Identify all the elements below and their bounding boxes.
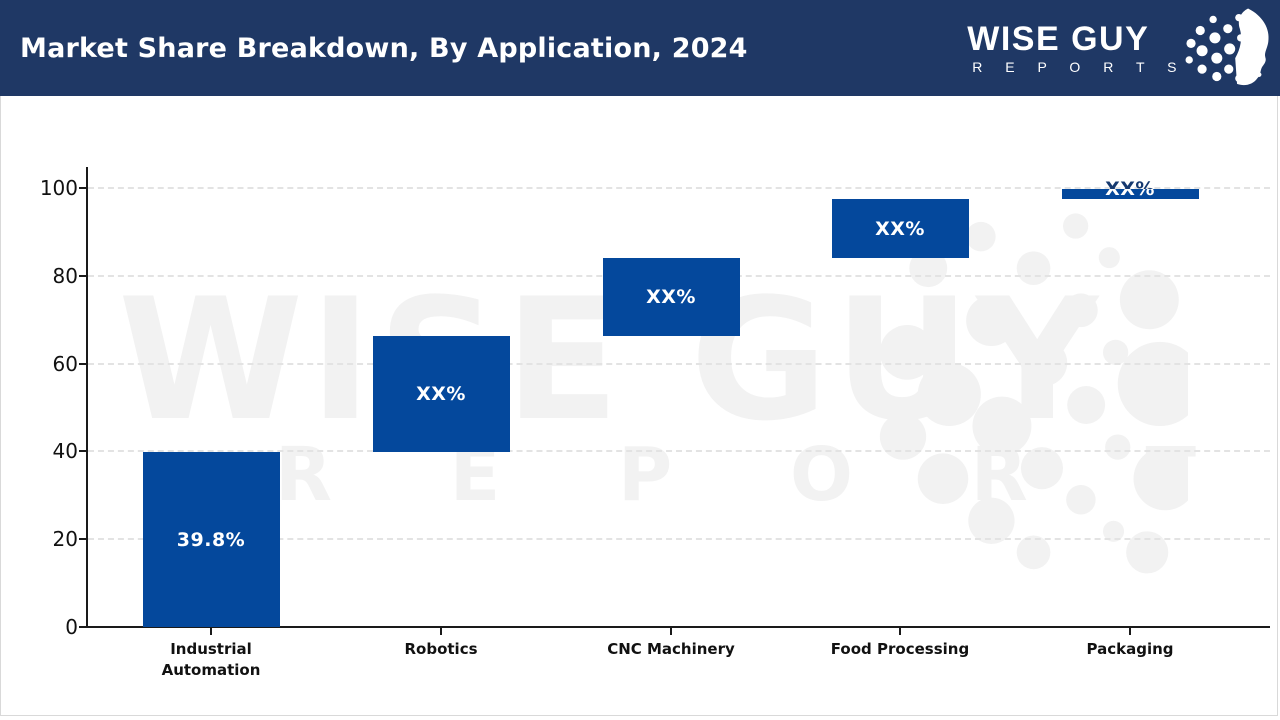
y-tick-label: 20 xyxy=(52,527,78,552)
brand-wordmark: WISE GUY R E P O R T S xyxy=(967,20,1186,76)
bar-value-label: XX% xyxy=(416,383,466,406)
y-tick-label: 60 xyxy=(52,351,78,376)
x-tick-label: CNC Machinery xyxy=(607,640,735,658)
y-tick xyxy=(79,538,87,541)
x-tick xyxy=(1129,628,1131,635)
bar-food-processing: XX% xyxy=(831,199,969,259)
y-tick-label: 80 xyxy=(52,263,78,288)
brand-head-icon xyxy=(1185,8,1269,86)
header-bar: Market Share Breakdown, By Application, … xyxy=(0,0,1280,96)
x-tick xyxy=(670,628,672,635)
y-tick xyxy=(79,626,87,628)
x-tick-label: Industrial Automation xyxy=(161,640,261,679)
x-tick-label: Packaging xyxy=(1086,640,1174,658)
bar-value-label: XX% xyxy=(1105,177,1155,200)
x-tick xyxy=(440,628,442,635)
bar-value-label: XX% xyxy=(875,217,925,240)
gridline-60 xyxy=(88,362,1270,365)
bar-industrial-automation: 39.8% xyxy=(142,452,280,627)
x-tick xyxy=(210,628,212,635)
x-tick-label: Robotics xyxy=(404,640,478,658)
gridline-100 xyxy=(88,187,1270,189)
y-tick xyxy=(79,450,87,453)
bar-value-label-white: XX% xyxy=(1062,189,1199,200)
x-tick xyxy=(899,628,901,635)
page-title: Market Share Breakdown, By Application, … xyxy=(20,32,748,64)
gridline-40 xyxy=(88,450,1270,453)
bar-value-label: XX% xyxy=(646,286,696,309)
x-tick-label: Food Processing xyxy=(830,640,970,658)
y-tick xyxy=(79,187,87,189)
gridline-20 xyxy=(88,538,1270,541)
x-axis-line xyxy=(86,626,1270,628)
brand-name: WISE GUY xyxy=(967,20,1150,58)
bar-robotics: XX% xyxy=(372,335,510,453)
y-tick-label: 40 xyxy=(52,439,78,464)
y-axis-line xyxy=(86,167,88,628)
brand-subtitle: R E P O R T S xyxy=(972,59,1186,75)
brand-logo: WISE GUY R E P O R T S xyxy=(967,5,1272,91)
bar-value-label-clip: XX% xyxy=(1062,189,1199,200)
y-tick-label: 100 xyxy=(39,176,78,200)
y-tick xyxy=(79,362,87,365)
y-tick-label: 0 xyxy=(65,615,78,639)
bar-cnc-machinery: XX% xyxy=(602,258,740,336)
bar-value-label: 39.8% xyxy=(176,528,246,551)
y-tick xyxy=(79,274,87,277)
bar-packaging xyxy=(1061,188,1199,200)
